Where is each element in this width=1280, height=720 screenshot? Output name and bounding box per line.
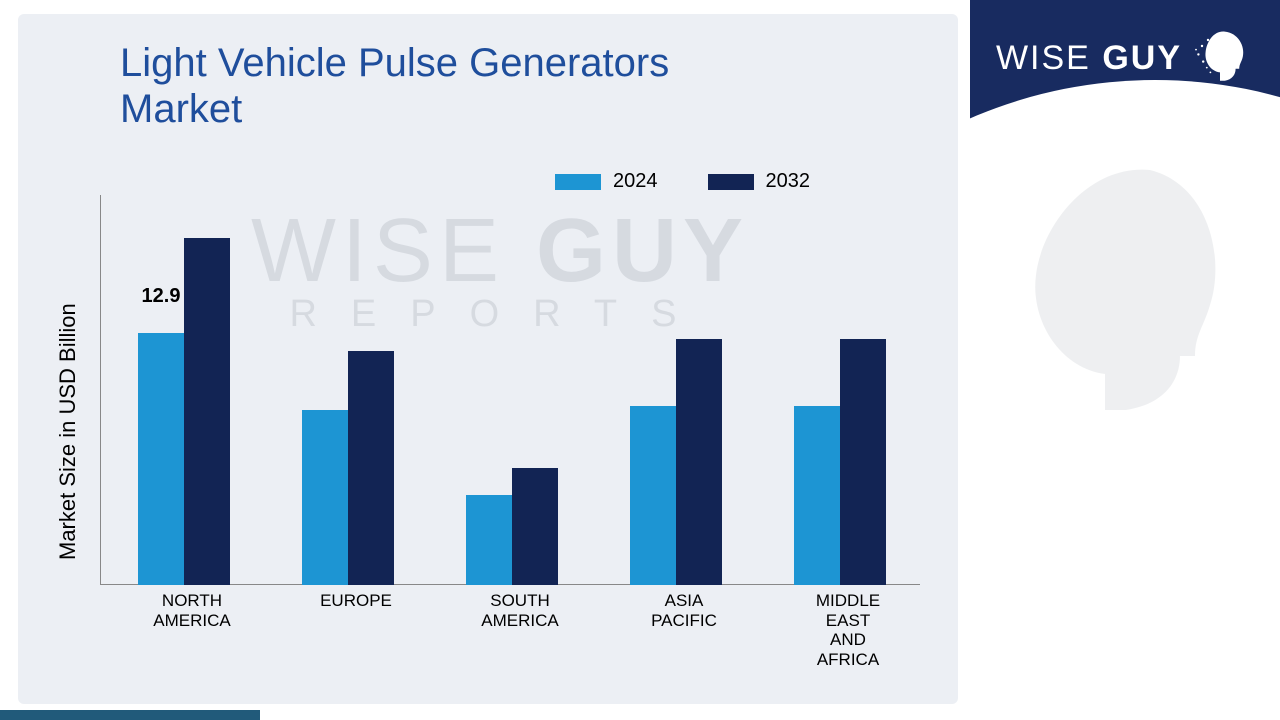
- legend-item-2024: 2024: [555, 170, 658, 193]
- category-label-ap: ASIAPACIFIC: [602, 585, 766, 630]
- bar-2032-ap: [676, 339, 722, 585]
- category-label-mea: MIDDLEEASTANDAFRICA: [766, 585, 930, 669]
- logo-text-wise: WISE: [996, 39, 1091, 77]
- bar-2024-eu: [302, 410, 348, 586]
- legend-label-2032: 2032: [766, 170, 811, 192]
- bar-2024-sa: [466, 495, 512, 585]
- logo-text-reports: REPORTS: [996, 86, 1250, 102]
- watermark-head-icon: [940, 140, 1240, 440]
- category-label-sa: SOUTHAMERICA: [438, 585, 602, 630]
- y-axis-line: [100, 195, 101, 585]
- bar-2032-na: [184, 238, 230, 585]
- bar-2032-sa: [512, 468, 558, 585]
- logo-text-guy: GUY: [1102, 39, 1182, 77]
- legend-item-2032: 2032: [708, 170, 811, 193]
- legend-swatch-2024: [555, 174, 601, 190]
- bar-2024-ap: [630, 406, 676, 585]
- logo-head-icon: [1190, 28, 1250, 88]
- category-label-eu: EUROPE: [274, 585, 438, 611]
- chart-plot-area: 12.9NORTHAMERICAEUROPESOUTHAMERICAASIAPA…: [100, 195, 920, 585]
- category-label-na: NORTHAMERICA: [110, 585, 274, 630]
- chart-legend: 2024 2032: [555, 170, 810, 193]
- bar-value-label-na: 12.9: [142, 285, 181, 308]
- y-axis-label: Market Size in USD Billion: [55, 303, 81, 560]
- legend-swatch-2032: [708, 174, 754, 190]
- chart-title: Light Vehicle Pulse Generators Market: [120, 40, 770, 132]
- brand-logo: WISE GUY REPORTS: [996, 28, 1250, 102]
- stage: WISE GUY REPORTS Light Vehicle Pulse Gen…: [0, 0, 1280, 720]
- bar-2024-na: [138, 333, 184, 585]
- bar-2032-eu: [348, 351, 394, 585]
- bar-2024-mea: [794, 406, 840, 585]
- legend-label-2024: 2024: [613, 170, 658, 192]
- footer-accent-strip: [0, 710, 260, 720]
- bar-2032-mea: [840, 339, 886, 585]
